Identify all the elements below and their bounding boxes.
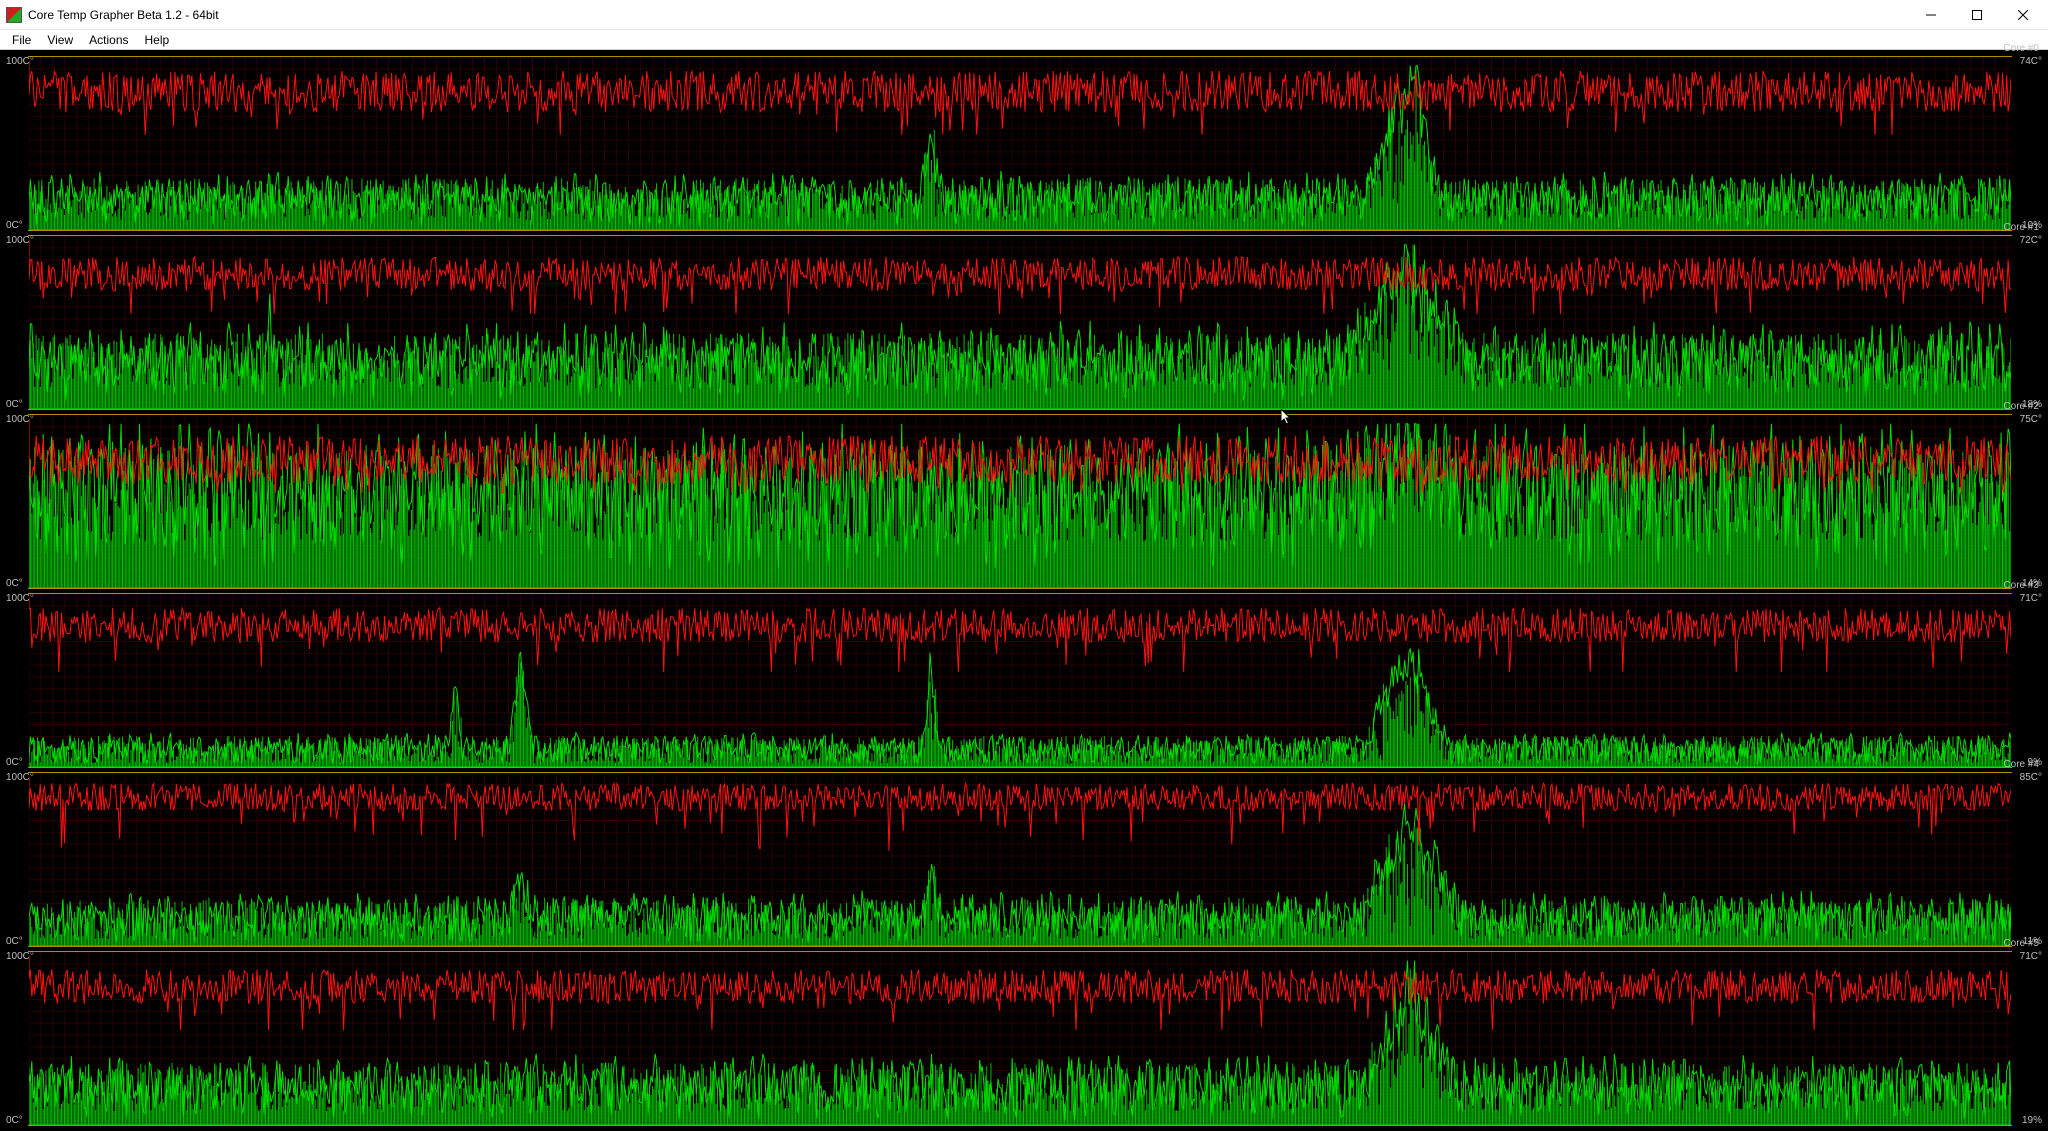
- graph-area: Core #0100C°0C°74C°10%Core #1100C°0C°72C…: [0, 50, 2048, 1131]
- window-title: Core Temp Grapher Beta 1.2 - 64bit: [28, 8, 219, 22]
- axis-temp-min: 0C°: [6, 757, 23, 768]
- graph-panel-core-3: Core #3100C°0C°71C°9%: [4, 593, 2044, 768]
- minimize-button[interactable]: [1908, 0, 1954, 30]
- axis-temp-min: 0C°: [6, 1115, 23, 1126]
- current-temp: 85C°: [2020, 772, 2042, 783]
- graph-panel-core-0: Core #0100C°0C°74C°10%: [4, 56, 2044, 231]
- graph-panel-core-5: Core #5100C°0C°71C°19%: [4, 951, 2044, 1126]
- core-label: Core #2: [2003, 401, 2039, 412]
- axis-temp-min: 0C°: [6, 936, 23, 947]
- menu-file[interactable]: File: [4, 31, 39, 49]
- menu-help[interactable]: Help: [137, 31, 178, 49]
- axis-temp-min: 0C°: [6, 220, 23, 231]
- graph-panel-core-2: Core #2100C°0C°75C°14%: [4, 414, 2044, 589]
- app-icon: [6, 7, 22, 23]
- core-label: Core #4: [2003, 759, 2039, 770]
- current-load: 19%: [2022, 1115, 2042, 1126]
- axis-temp-min: 0C°: [6, 399, 23, 410]
- chart: [29, 952, 2011, 1125]
- axis-temp-min: 0C°: [6, 578, 23, 589]
- core-label: Core #0: [2003, 43, 2039, 54]
- core-label: Core #5: [2003, 938, 2039, 949]
- current-temp: 75C°: [2020, 414, 2042, 425]
- graph-panel-core-4: Core #4100C°0C°85C°11%: [4, 772, 2044, 947]
- menu-view[interactable]: View: [39, 31, 81, 49]
- chart: [29, 415, 2011, 588]
- chart: [29, 57, 2011, 230]
- chart: [29, 773, 2011, 946]
- current-temp: 72C°: [2020, 235, 2042, 246]
- current-temp: 74C°: [2020, 56, 2042, 67]
- core-label: Core #3: [2003, 580, 2039, 591]
- menu-actions[interactable]: Actions: [81, 31, 136, 49]
- maximize-button[interactable]: [1954, 0, 2000, 30]
- chart: [29, 236, 2011, 409]
- graph-panel-core-1: Core #1100C°0C°72C°18%: [4, 235, 2044, 410]
- current-temp: 71C°: [2020, 593, 2042, 604]
- title-bar: Core Temp Grapher Beta 1.2 - 64bit: [0, 0, 2048, 30]
- core-label: Core #1: [2003, 222, 2039, 233]
- current-temp: 71C°: [2020, 951, 2042, 962]
- chart: [29, 594, 2011, 767]
- menu-bar: File View Actions Help: [0, 30, 2048, 50]
- close-button[interactable]: [2000, 0, 2046, 30]
